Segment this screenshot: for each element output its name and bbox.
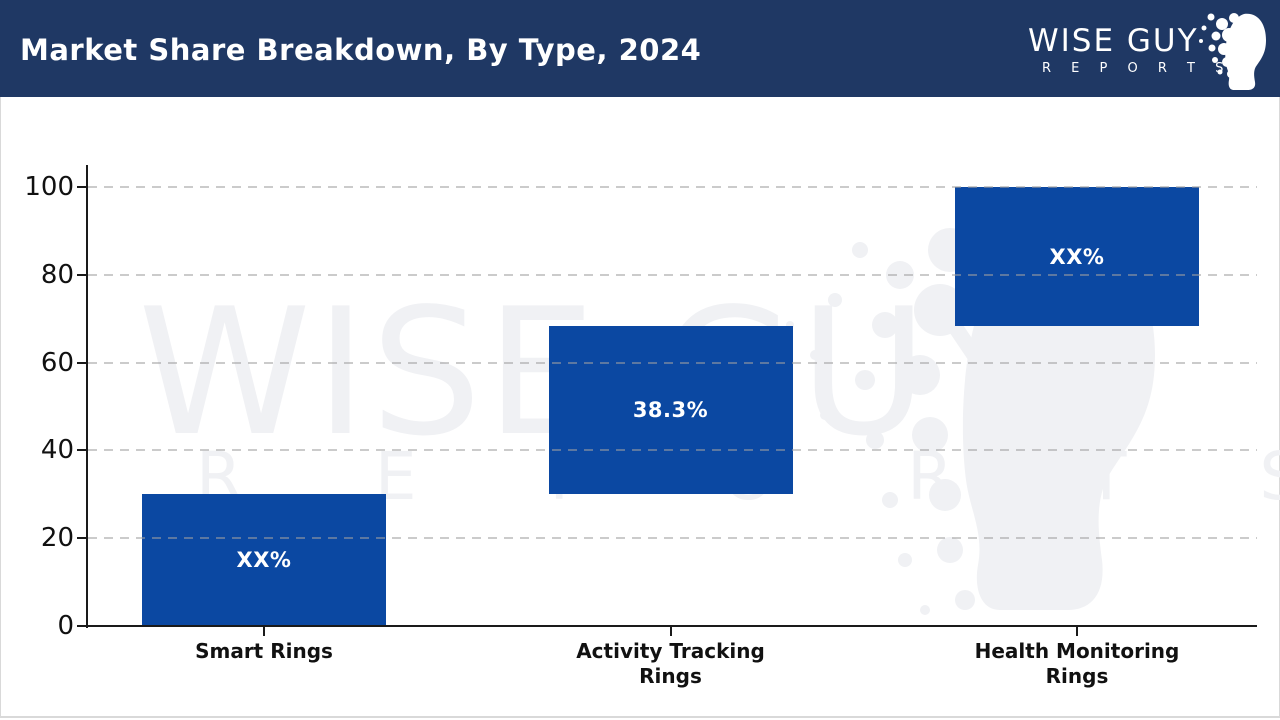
x-category-label: Activity Tracking Rings: [576, 639, 765, 688]
y-tick-mark: [77, 449, 86, 452]
y-tick-label: 80: [40, 259, 74, 290]
y-tick-label: 20: [40, 523, 74, 554]
logo-text: WISE GUY R E P O R T S: [1028, 23, 1231, 76]
y-tick-mark: [77, 625, 86, 627]
y-axis-line: [86, 165, 88, 628]
gridline: [88, 273, 1257, 276]
logo-wordmark: WISE GUY: [1028, 23, 1199, 59]
y-tick-label: 40: [40, 435, 74, 466]
x-axis-line: [86, 625, 1257, 627]
bar-value-label: XX%: [236, 548, 292, 573]
y-tick-mark: [77, 361, 86, 364]
gridline: [88, 537, 1257, 540]
bar-segment: XX%: [955, 187, 1199, 327]
y-tick-label: 0: [57, 611, 74, 641]
bar-segment: 38.3%: [548, 326, 793, 495]
x-tick-mark: [669, 627, 672, 636]
logo-face-icon: [1199, 13, 1266, 91]
chart-title: Market Share Breakdown, By Type, 2024: [20, 33, 702, 67]
bar-value-label: XX%: [1049, 244, 1105, 269]
x-category-label: Smart Rings: [195, 639, 333, 663]
y-tick-label: 60: [40, 347, 74, 378]
gridline: [88, 361, 1257, 364]
x-category-label: Health Monitoring Rings: [974, 639, 1180, 688]
bar-segment: XX%: [142, 494, 386, 626]
x-tick-mark: [263, 627, 265, 636]
y-tick-mark: [77, 273, 86, 276]
x-tick-mark: [1076, 627, 1078, 636]
bar-value-label: 38.3%: [632, 398, 709, 423]
logo-subtitle: R E P O R T S: [1042, 61, 1232, 76]
gridline: [88, 186, 1257, 188]
gridline: [88, 449, 1257, 452]
y-tick-mark: [77, 186, 86, 188]
wise-guy-reports-logo: WISE GUY R E P O R T S: [1000, 6, 1268, 92]
bottom-divider: [0, 716, 1280, 718]
y-tick-label: 100: [24, 172, 74, 202]
header-banner: Market Share Breakdown, By Type, 2024 WI…: [0, 0, 1280, 97]
y-tick-mark: [77, 537, 86, 540]
